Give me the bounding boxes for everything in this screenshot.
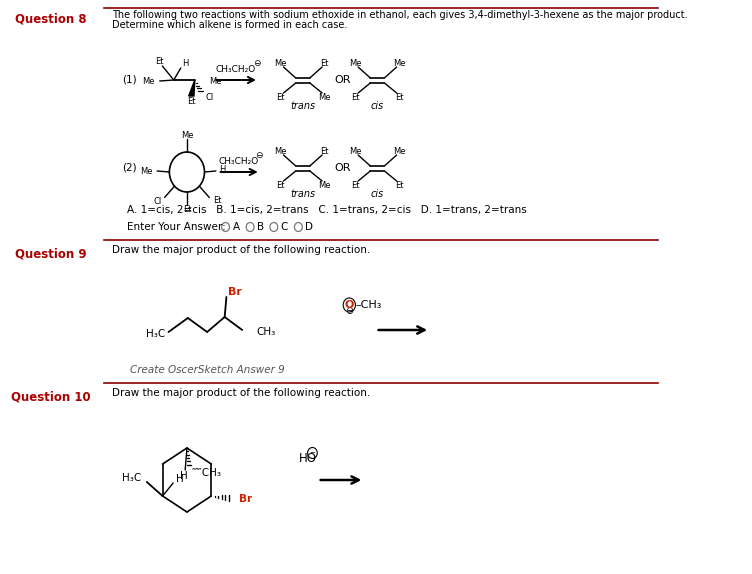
Text: (1): (1) [123,75,137,85]
Text: Et: Et [183,204,191,214]
Text: The following two reactions with sodium ethoxide in ethanol, each gives 3,4-dime: The following two reactions with sodium … [112,10,688,20]
Text: C: C [280,222,288,232]
Text: H₃C: H₃C [123,473,141,483]
Text: H₃C: H₃C [146,329,165,339]
Text: Cl: Cl [205,94,214,103]
Text: cis: cis [371,189,384,199]
Text: OR: OR [334,163,350,173]
Text: OR: OR [334,75,350,85]
Text: D: D [305,222,314,232]
Text: Br: Br [239,494,253,504]
Text: Me: Me [180,130,193,139]
Text: Me: Me [274,60,287,68]
Text: H: H [183,60,189,68]
Text: Me: Me [209,76,221,86]
Text: O: O [344,300,354,310]
Text: Cl: Cl [153,197,162,206]
Text: HO: HO [299,452,317,464]
Text: Et: Et [351,92,359,102]
Text: Et: Et [395,92,404,102]
Text: A: A [232,222,240,232]
Text: Me: Me [140,166,153,176]
Text: Question 10: Question 10 [11,390,91,404]
Text: CH₃CH₂O: CH₃CH₂O [216,65,256,75]
Text: Et: Et [277,92,285,102]
Text: Me: Me [349,148,362,157]
Text: cis: cis [371,101,384,111]
Text: CH₃CH₂O: CH₃CH₂O [219,157,259,166]
Text: Et: Et [187,96,196,106]
Text: trans: trans [290,189,315,199]
Text: Et: Et [213,196,221,205]
Text: Question 9: Question 9 [15,247,86,261]
Text: Et: Et [320,148,329,157]
Text: Determine which alkene is formed in each case.: Determine which alkene is formed in each… [112,20,347,30]
Text: Me: Me [318,92,331,102]
Text: Et: Et [395,180,404,189]
Text: Draw the major product of the following reaction.: Draw the major product of the following … [112,388,371,398]
Text: (2): (2) [123,163,137,173]
Text: Me: Me [349,60,362,68]
Text: CH₃: CH₃ [256,327,275,337]
Text: ⊖: ⊖ [253,60,261,68]
Polygon shape [189,80,195,96]
Text: H: H [180,471,188,481]
Text: Draw the major product of the following reaction.: Draw the major product of the following … [112,245,371,255]
Text: –CH₃: –CH₃ [356,300,382,310]
Text: H: H [220,165,226,174]
Text: A. 1=cis, 2=cis   B. 1=cis, 2=​trans   C. 1=trans, 2=cis   D. 1=trans, 2=​trans: A. 1=cis, 2=cis B. 1=cis, 2=​trans C. 1=… [127,205,527,215]
Text: Me: Me [142,76,154,86]
Text: Et: Et [320,60,329,68]
Text: Me: Me [318,180,331,189]
Text: ⊖: ⊖ [345,306,353,316]
Text: Et: Et [156,57,164,67]
Text: Br: Br [228,287,242,297]
Text: Me: Me [393,148,405,157]
Text: ‴‴CH₃: ‴‴CH₃ [193,468,222,478]
Text: Me: Me [393,60,405,68]
Text: Me: Me [274,148,287,157]
Text: Question 8: Question 8 [15,13,86,25]
Text: Create OscerSketch Answer 9: Create OscerSketch Answer 9 [130,365,285,375]
Text: H: H [176,474,183,484]
Text: ⊖: ⊖ [255,152,262,161]
Text: Enter Your Answer:: Enter Your Answer: [127,222,226,232]
Text: Et: Et [351,180,359,189]
Text: trans: trans [290,101,315,111]
Text: −: − [310,450,315,456]
Text: Et: Et [277,180,285,189]
Text: B: B [257,222,264,232]
